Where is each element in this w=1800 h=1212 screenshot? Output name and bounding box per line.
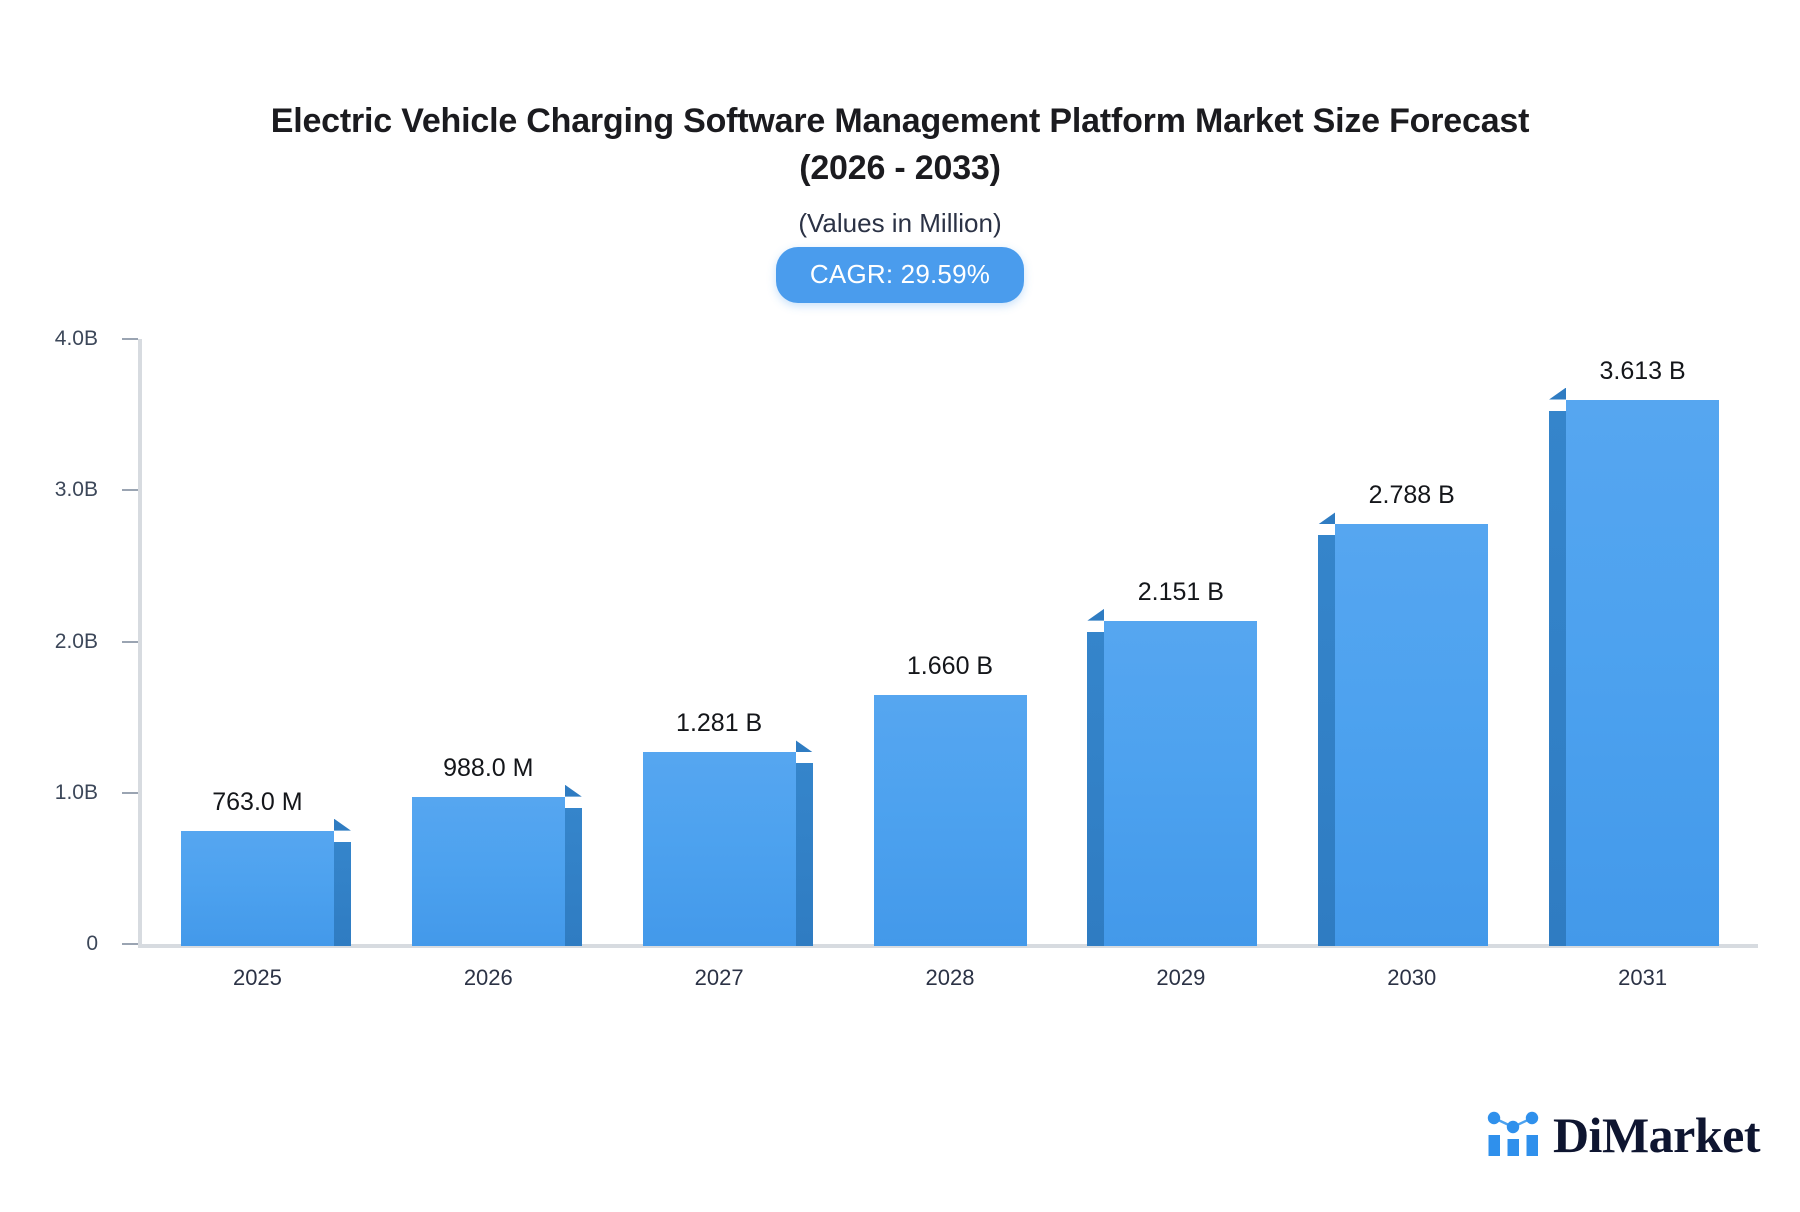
bar-side-face xyxy=(1318,535,1336,946)
x-tick-label: 2026 xyxy=(463,965,513,990)
bar-value-label: 1.660 B xyxy=(906,651,994,680)
bar-slot: 2.788 B xyxy=(1296,300,1527,946)
bar-value-label: 1.281 B xyxy=(676,709,763,738)
bar-slot: 763.0 M xyxy=(142,300,373,946)
chart-header: Electric Vehicle Charging Software Manag… xyxy=(0,0,1800,303)
bar-slot: 1.660 B xyxy=(835,300,1066,946)
bar-slot: 988.0 M xyxy=(373,300,604,946)
bar-2025[interactable]: 763.0 M xyxy=(180,788,351,946)
bar-slot: 3.613 B xyxy=(1527,300,1758,946)
chart-title-line-1: Electric Vehicle Charging Software Manag… xyxy=(270,102,1530,140)
x-tick-label: 2031 xyxy=(1618,965,1668,990)
brand-logo: DiMarket xyxy=(1485,1106,1761,1164)
bar-top-face xyxy=(333,818,351,831)
bar-2026[interactable]: 988.0 M xyxy=(411,754,582,946)
bar-2027[interactable]: 1.281 B xyxy=(642,709,813,946)
y-tick-label: 2.0B xyxy=(54,629,98,653)
y-tick-label: 0 xyxy=(86,932,98,955)
x-axis: 2025 2026 2027 2028 2029 2030 2031 xyxy=(142,965,1758,991)
page-title: Electric Vehicle Charging Software Manag… xyxy=(190,98,1610,192)
y-tick-label: 3.0B xyxy=(54,478,98,502)
x-axis-line xyxy=(138,944,1758,948)
bar-top-face xyxy=(564,784,582,797)
bar-side-face xyxy=(1549,410,1567,946)
bar-side-face xyxy=(333,841,351,946)
cagr-badge: CAGR: 29.59% xyxy=(775,246,1025,303)
logo-text: DiMarket xyxy=(1552,1107,1761,1163)
x-tick-label: 2027 xyxy=(694,965,744,990)
bar-chart-dots-icon xyxy=(1485,1108,1541,1163)
y-tick-mark xyxy=(122,338,138,340)
bar-top-face xyxy=(1318,512,1336,525)
bar-2031[interactable]: 3.613 B xyxy=(1549,357,1720,946)
bar-body[interactable]: 3.613 B xyxy=(1549,357,1720,946)
bar-side-face xyxy=(1087,631,1105,946)
bar-value-label: 2.151 B xyxy=(1137,577,1224,606)
y-axis: 0 1.0B 2.0B 3.0B 4.0B xyxy=(18,0,138,1212)
bar-value-label: 763.0 M xyxy=(212,787,303,816)
bar-body[interactable]: 988.0 M xyxy=(411,754,582,946)
x-tick-label: 2025 xyxy=(232,965,282,990)
y-tick-label: 1.0B xyxy=(54,780,98,804)
bar-slot: 2.151 B xyxy=(1065,300,1296,946)
cagr-badge-wrapper: CAGR: 29.59% xyxy=(0,246,1800,303)
bar-2030[interactable]: 2.788 B xyxy=(1318,481,1489,946)
x-tick-label: 2030 xyxy=(1387,965,1437,990)
y-tick-mark xyxy=(122,943,138,945)
bar-body[interactable]: 2.788 B xyxy=(1318,481,1489,946)
bar-body[interactable]: 1.281 B xyxy=(642,709,813,946)
bar-side-face xyxy=(795,763,813,946)
bar-value-label: 988.0 M xyxy=(443,753,534,782)
bar-slot: 1.281 B xyxy=(604,300,835,946)
bar-top-face xyxy=(1549,387,1567,400)
bar-value-label: 3.613 B xyxy=(1599,356,1686,385)
y-tick-mark xyxy=(122,489,138,492)
bar-2028[interactable]: 1.660 B xyxy=(873,652,1027,946)
bar-side-face xyxy=(564,807,582,946)
bar-body[interactable]: 763.0 M xyxy=(180,788,351,946)
bar-body[interactable]: 1.660 B xyxy=(873,652,1027,946)
bar-2029[interactable]: 2.151 B xyxy=(1087,578,1258,946)
y-axis-line xyxy=(138,339,142,946)
bar-value-label: 2.788 B xyxy=(1368,481,1455,510)
x-tick-label: 2029 xyxy=(1156,965,1206,990)
chart-subtitle: (Values in Million) xyxy=(798,207,1002,238)
chart-title-line-2: (2026 - 2033) xyxy=(799,148,1001,187)
bar-series: 763.0 M 988.0 M 1.281 B 1.660 B 2.151 B 2.788… xyxy=(142,300,1758,946)
bar-body[interactable]: 2.151 B xyxy=(1087,578,1258,946)
y-tick-mark xyxy=(122,791,138,794)
y-tick-label: 4.0B xyxy=(54,327,98,350)
bar-top-face xyxy=(1087,608,1105,621)
bar-top-face xyxy=(795,740,813,753)
y-tick-mark xyxy=(122,640,138,643)
x-tick-label: 2028 xyxy=(925,965,975,990)
